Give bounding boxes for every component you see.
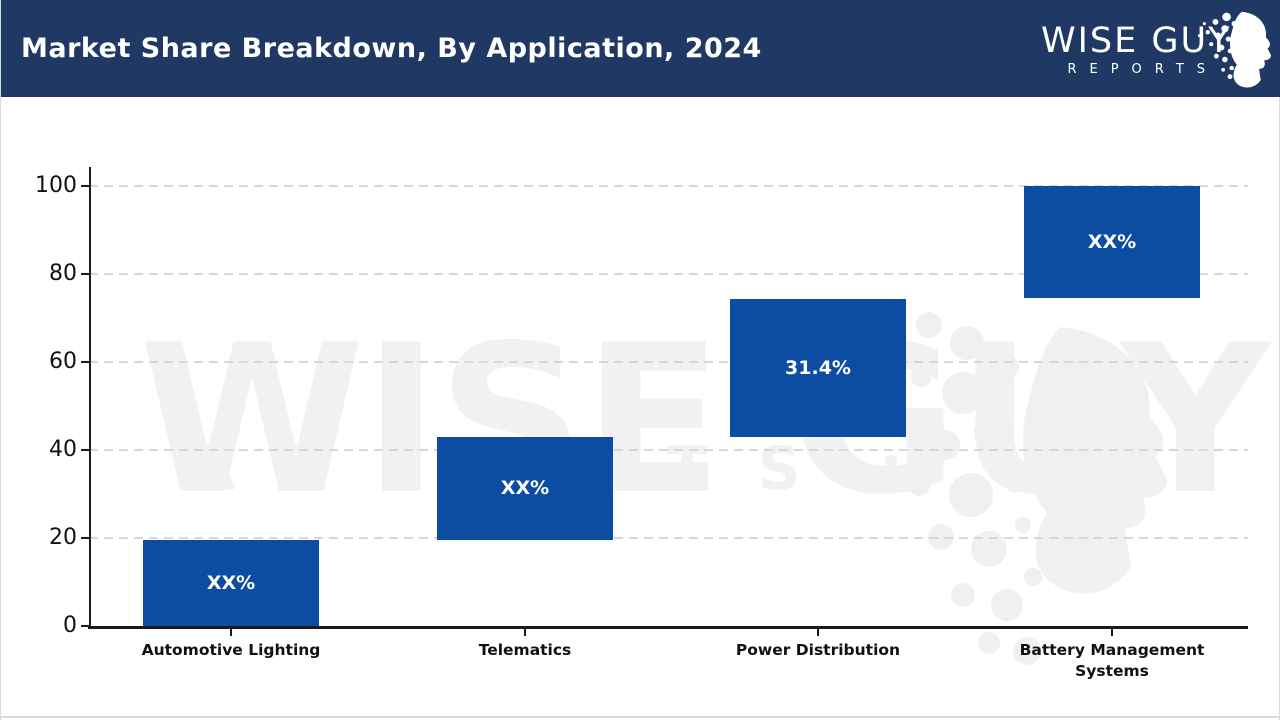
bar-value-label: 31.4% [785, 356, 851, 379]
y-axis-line [89, 167, 91, 628]
y-axis-label: 0 [63, 613, 77, 638]
y-axis-label: 20 [49, 525, 77, 550]
gridline [89, 185, 1248, 187]
y-tick-mark [81, 185, 89, 187]
x-tick-mark [230, 629, 232, 636]
bar-value-label: XX% [206, 571, 256, 594]
bar-3: 31.4% [730, 298, 906, 437]
logo-subtitle: REPORTS [1067, 61, 1219, 77]
page-title: Market Share Breakdown, By Application, … [21, 33, 762, 64]
x-axis-label: Power Distribution [735, 641, 901, 659]
bar-2: XX% [437, 436, 613, 540]
bar-1: XX% [143, 539, 319, 626]
gridline [89, 361, 1248, 363]
y-tick-mark [81, 361, 89, 363]
bottom-divider [1, 716, 1280, 718]
x-axis-line [88, 626, 1248, 629]
bar-value-label: XX% [500, 477, 550, 500]
gridline [89, 273, 1248, 275]
y-axis-label: 100 [35, 173, 77, 198]
y-axis-label: 80 [49, 261, 77, 286]
logo-wordmark: WISE GUY [1041, 21, 1232, 62]
bar-4: XX% [1024, 186, 1200, 298]
y-axis-label: 60 [49, 349, 77, 374]
bar-value-label: XX% [1087, 230, 1137, 253]
x-tick-mark [1111, 629, 1113, 636]
x-axis-label: Telematics [478, 641, 572, 659]
x-axis-label: Automotive Lighting [141, 641, 321, 659]
y-tick-mark [81, 273, 89, 275]
x-axis-label: Battery Management Systems [1019, 641, 1205, 680]
x-tick-mark [524, 629, 526, 636]
y-axis-label: 40 [49, 437, 77, 462]
wise-guy-logo: WISE GUY REPORTS [1013, 8, 1273, 92]
y-tick-mark [81, 537, 89, 539]
y-tick-mark [81, 625, 89, 627]
header-bar: Market Share Breakdown, By Application, … [1, 0, 1280, 97]
gridline [89, 537, 1248, 539]
waterfall-chart: WISE GUY REPORTS 020406080100XX%Automoti… [1, 97, 1280, 717]
y-tick-mark [81, 449, 89, 451]
logo-text: WISE GUY REPORTS [1041, 23, 1232, 77]
x-tick-mark [817, 629, 819, 636]
head-profile-icon [1197, 11, 1271, 88]
gridline [89, 449, 1248, 451]
